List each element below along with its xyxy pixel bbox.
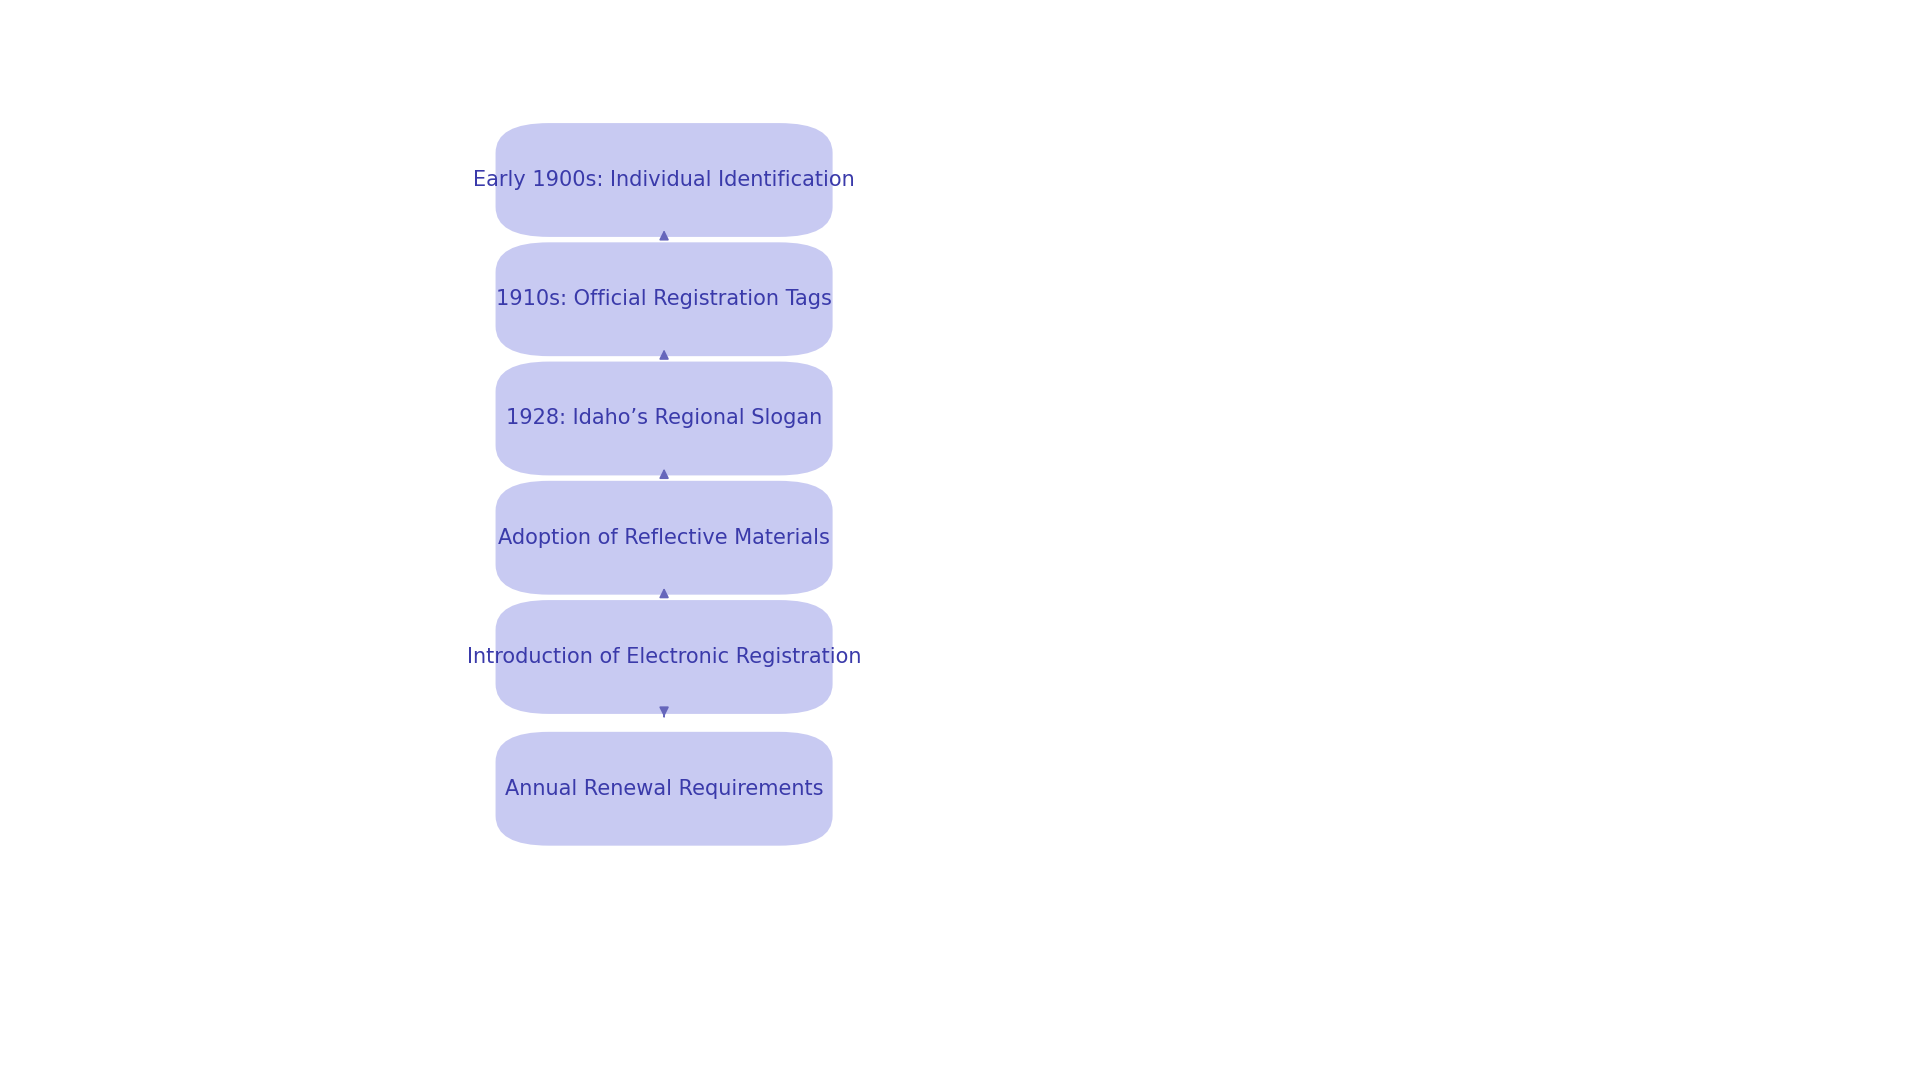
FancyBboxPatch shape xyxy=(495,600,833,714)
FancyBboxPatch shape xyxy=(495,243,833,356)
FancyBboxPatch shape xyxy=(495,481,833,595)
FancyBboxPatch shape xyxy=(495,732,833,846)
Text: Introduction of Electronic Registration: Introduction of Electronic Registration xyxy=(467,647,862,667)
Text: Annual Renewal Requirements: Annual Renewal Requirements xyxy=(505,779,824,799)
Text: Early 1900s: Individual Identification: Early 1900s: Individual Identification xyxy=(472,170,854,190)
Text: Adoption of Reflective Materials: Adoption of Reflective Materials xyxy=(497,527,829,548)
FancyBboxPatch shape xyxy=(495,362,833,475)
Text: 1928: Idaho’s Regional Slogan: 1928: Idaho’s Regional Slogan xyxy=(507,408,822,429)
FancyBboxPatch shape xyxy=(495,123,833,237)
Text: 1910s: Official Registration Tags: 1910s: Official Registration Tags xyxy=(495,289,831,310)
